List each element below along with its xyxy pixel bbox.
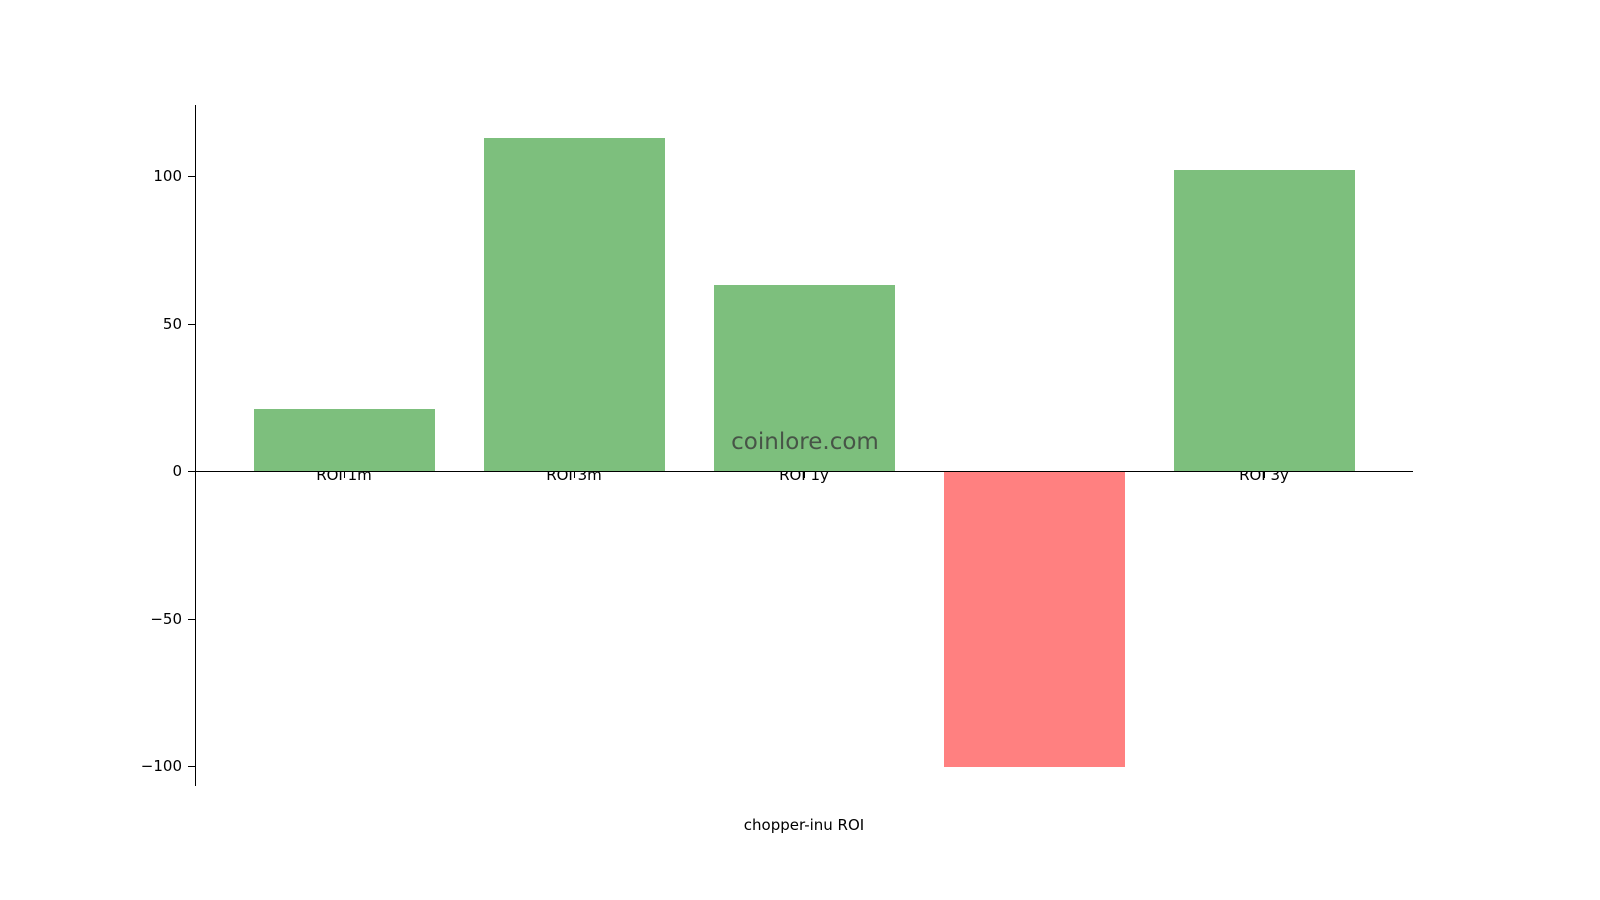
x-tick-mark	[1264, 471, 1265, 478]
watermark: coinlore.com	[731, 429, 879, 455]
bar-roi-1m	[253, 409, 435, 471]
y-tick-mark	[188, 323, 195, 325]
y-tick-mark	[188, 618, 195, 620]
x-tick-mark	[804, 471, 805, 478]
y-tick-mark	[188, 471, 195, 472]
y-axis-spine	[195, 105, 196, 786]
y-tick-label: 100	[153, 167, 182, 185]
y-tick-label: −100	[140, 757, 182, 775]
x-tick-mark	[574, 471, 575, 478]
y-tick-mark	[188, 176, 195, 177]
bar-roi-1y	[713, 285, 895, 471]
y-tick-label: 0	[172, 462, 182, 480]
y-tick-label: −50	[150, 609, 182, 628]
y-tick-mark	[188, 766, 195, 767]
bar-roi-3m	[483, 137, 665, 471]
bar-unlabeled	[943, 472, 1125, 767]
chart-title: chopper-inu ROI	[743, 816, 865, 834]
x-tick-mark	[344, 471, 345, 478]
y-tick-label: 50	[162, 314, 182, 333]
bar-roi-3y	[1173, 170, 1355, 471]
